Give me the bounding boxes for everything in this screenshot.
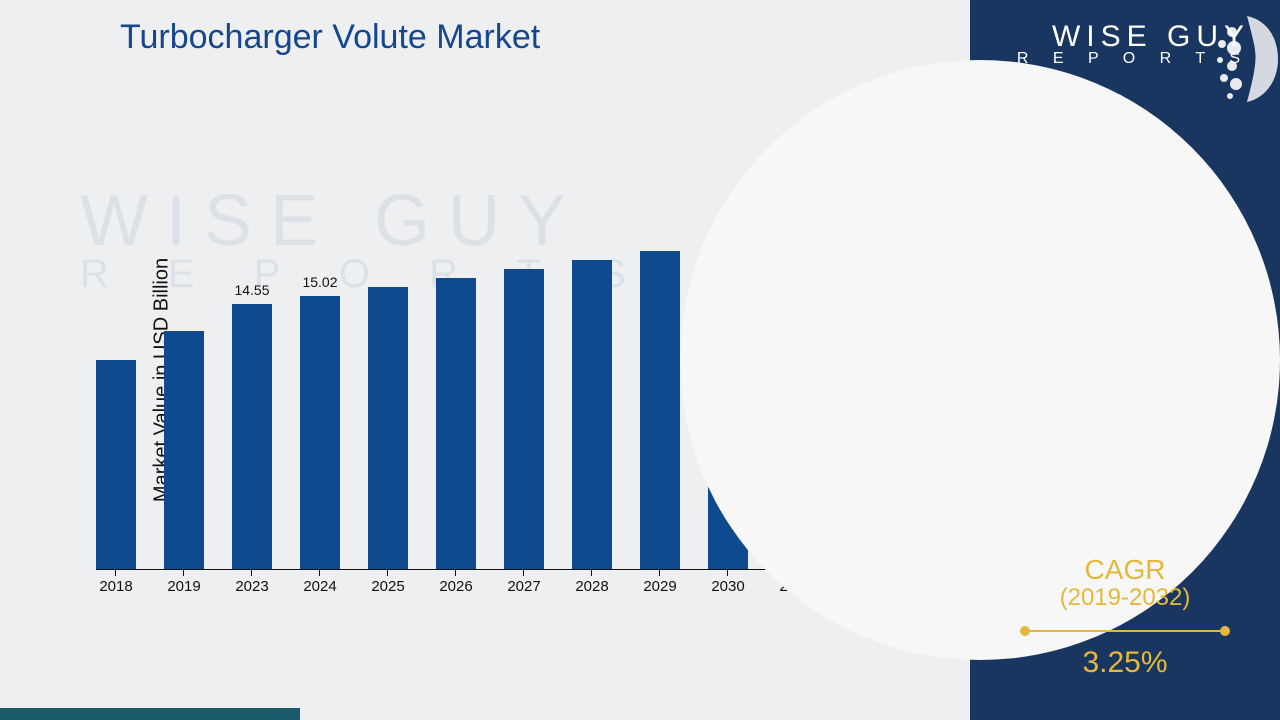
bar-rect	[164, 331, 204, 569]
bar	[504, 269, 544, 569]
bottom-accent-bar	[0, 708, 300, 720]
bar: 14.55	[232, 304, 272, 569]
bar-rect	[572, 260, 612, 569]
x-tick: 2018	[82, 578, 150, 595]
bar-rect	[232, 304, 272, 569]
brand-line1: WISE GUY	[1017, 20, 1250, 54]
x-tick: 2025	[354, 578, 422, 595]
bar-rect	[504, 269, 544, 569]
x-tick: 2027	[490, 578, 558, 595]
x-tick: 2029	[626, 578, 694, 595]
bar-rect	[96, 360, 136, 569]
cagr-label: CAGR	[970, 554, 1280, 586]
x-tick: 2026	[422, 578, 490, 595]
bar	[368, 287, 408, 569]
bar-rect	[300, 296, 340, 569]
cagr-value: 3.25%	[970, 646, 1280, 680]
x-tick: 2024	[286, 578, 354, 595]
x-tick: 2028	[558, 578, 626, 595]
bar-rect	[640, 251, 680, 569]
page-title: Turbocharger Volute Market	[120, 18, 540, 57]
bar	[640, 251, 680, 569]
x-tick: 2030	[694, 578, 762, 595]
bar: 15.02	[300, 296, 340, 569]
bar-rect	[368, 287, 408, 569]
cagr-block: CAGR (2019-2032) 3.25%	[970, 554, 1280, 680]
cagr-period: (2019-2032)	[970, 584, 1280, 612]
bar-value-label: 15.02	[300, 274, 340, 290]
x-tick: 2019	[150, 578, 218, 595]
bar	[572, 260, 612, 569]
cagr-divider	[1025, 630, 1225, 632]
bar-rect	[436, 278, 476, 569]
bar	[96, 360, 136, 569]
bar	[436, 278, 476, 569]
bar	[164, 331, 204, 569]
brand-line2: R E P O R T S	[1017, 50, 1250, 68]
x-tick: 2023	[218, 578, 286, 595]
bar-value-label: 14.55	[232, 282, 272, 298]
brand-logo: WISE GUY R E P O R T S	[1017, 20, 1250, 68]
